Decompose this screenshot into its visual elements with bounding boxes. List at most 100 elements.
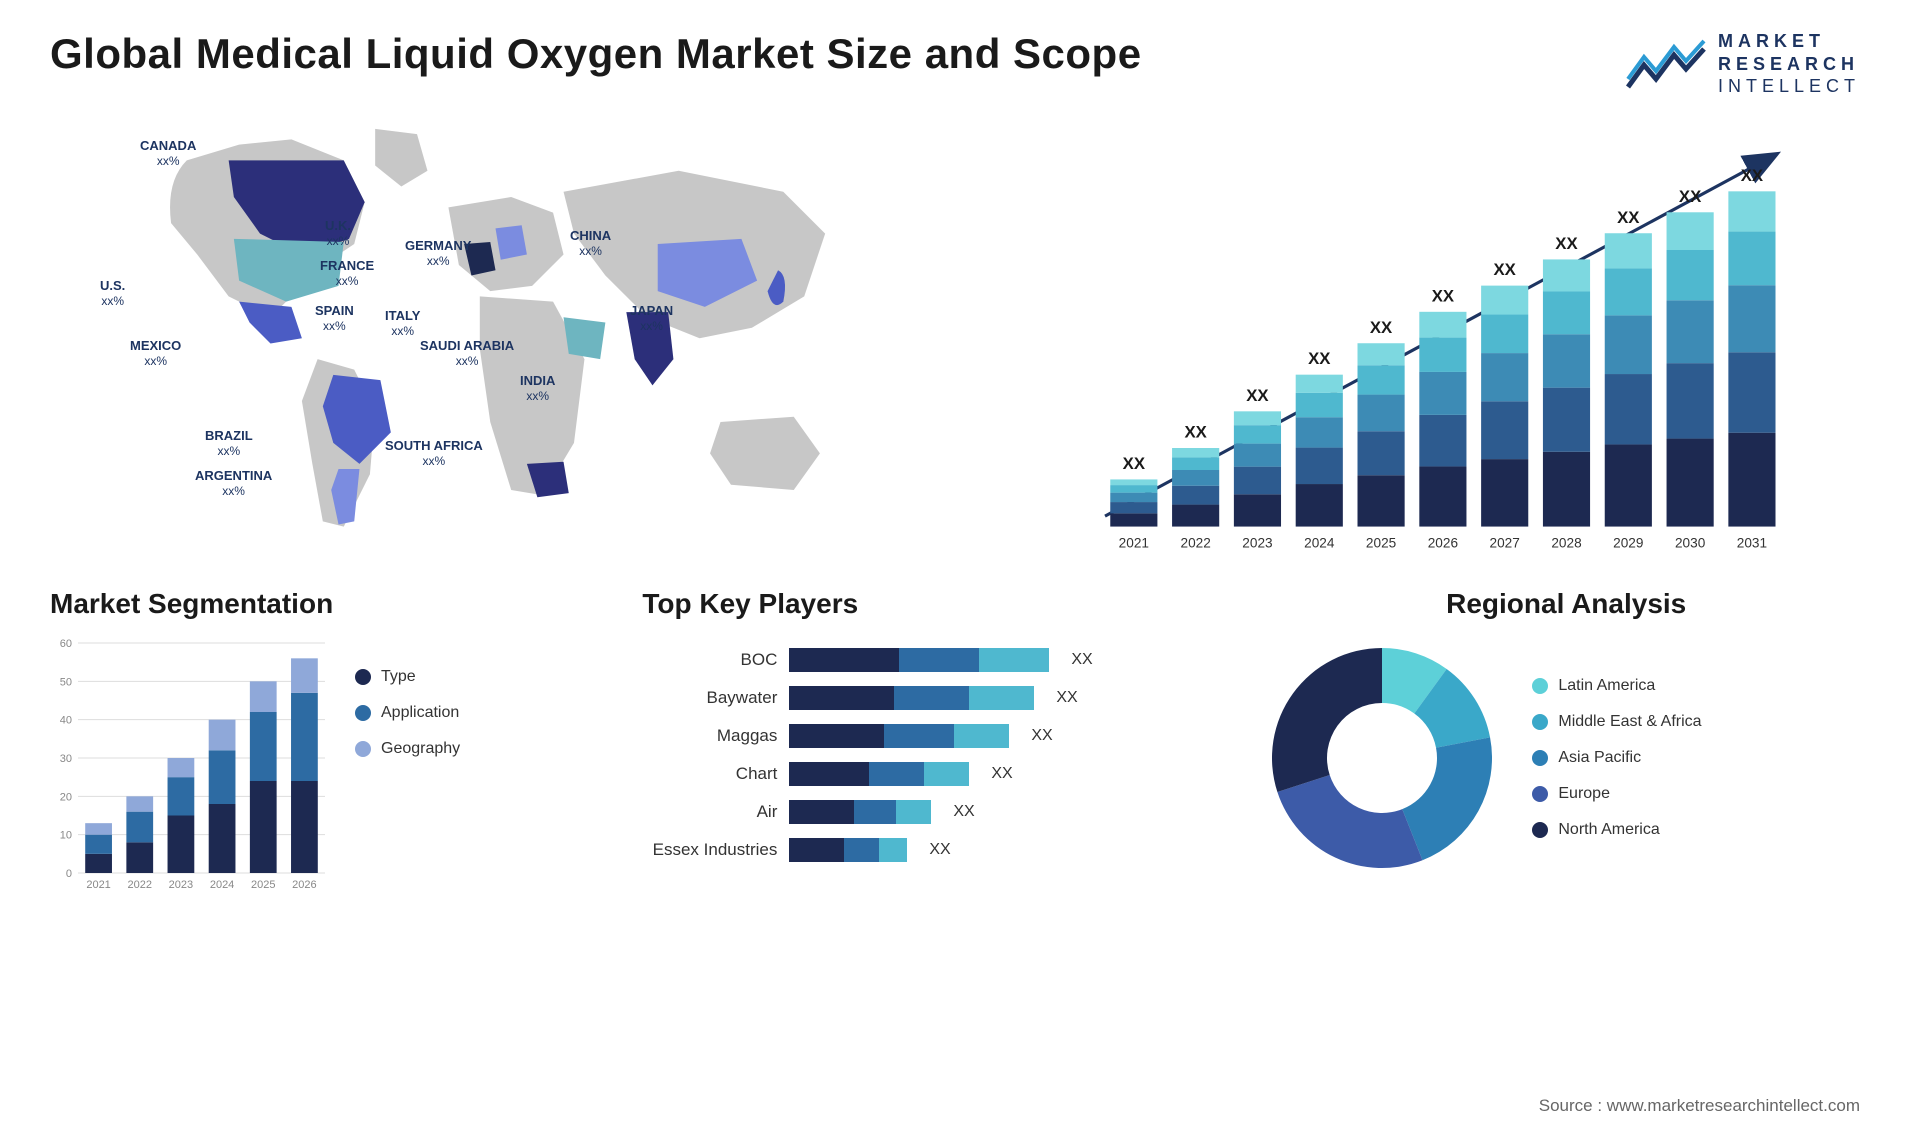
player-label: Essex Industries (642, 840, 777, 860)
svg-text:2023: 2023 (169, 879, 193, 891)
svg-text:20: 20 (60, 791, 72, 803)
svg-text:2030: 2030 (1675, 535, 1706, 550)
svg-text:XX: XX (1370, 317, 1393, 336)
map-saudi (564, 317, 606, 359)
key-players-chart: BOCXXBaywaterXXMaggasXXChartXXAirXXEssex… (642, 638, 1222, 862)
legend-dot (1532, 786, 1548, 802)
svg-text:2021: 2021 (1119, 535, 1149, 550)
segmentation-panel: Market Segmentation 0102030405060 202120… (50, 588, 602, 898)
svg-text:XX: XX (1185, 422, 1208, 441)
legend-dot (1532, 750, 1548, 766)
key-players-panel: Top Key Players BOCXXBaywaterXXMaggasXXC… (642, 588, 1222, 898)
legend-label: Type (381, 668, 416, 686)
svg-text:2022: 2022 (1181, 535, 1211, 550)
player-row-air: Air XX (642, 800, 1222, 824)
player-label: BOC (642, 650, 777, 670)
segmentation-chart: 0102030405060 202120222023202420252026 (50, 638, 330, 898)
svg-text:2026: 2026 (1428, 535, 1458, 550)
legend-label: Application (381, 704, 459, 722)
svg-text:60: 60 (60, 638, 72, 650)
svg-text:XX: XX (1618, 207, 1641, 226)
map-label-china: CHINAxx% (570, 228, 611, 259)
legend-dot (1532, 714, 1548, 730)
player-row-essex-industries: Essex Industries XX (642, 838, 1222, 862)
region-legend-middle-east---africa: Middle East & Africa (1532, 713, 1701, 731)
legend-label: Middle East & Africa (1558, 713, 1701, 731)
svg-text:XX: XX (1309, 349, 1332, 368)
growth-chart-svg: XXXXXXXXXXXXXXXXXXXXXX 20212022202320242… (1011, 118, 1870, 558)
svg-text:2031: 2031 (1737, 535, 1767, 550)
player-value: XX (953, 803, 974, 821)
map-label-spain: SPAINxx% (315, 303, 354, 334)
player-label: Maggas (642, 726, 777, 746)
player-value: XX (1056, 689, 1077, 707)
svg-text:2025: 2025 (251, 879, 275, 891)
legend-item-geography: Geography (355, 740, 460, 758)
logo-text: MARKET RESEARCH INTELLECT (1718, 30, 1860, 98)
legend-dot (355, 705, 371, 721)
svg-text:XX: XX (1494, 260, 1517, 279)
player-row-maggas: MaggasXX (642, 724, 1222, 748)
map-label-saudiarabia: SAUDI ARABIAxx% (420, 338, 514, 369)
svg-text:XX: XX (1556, 233, 1579, 252)
map-label-argentina: ARGENTINAxx% (195, 468, 272, 499)
player-row-chart: ChartXX (642, 762, 1222, 786)
player-bar (789, 724, 1009, 748)
player-bar (789, 762, 969, 786)
player-row-boc: BOC XX (642, 648, 1222, 672)
player-value: XX (1071, 651, 1092, 669)
legend-dot (1532, 822, 1548, 838)
svg-text:2024: 2024 (210, 879, 234, 891)
player-bar (789, 648, 1049, 672)
svg-text:2024: 2024 (1305, 535, 1336, 550)
world-map: CANADAxx%U.S.xx%MEXICOxx%BRAZILxx%ARGENT… (50, 108, 951, 558)
svg-text:XX: XX (1741, 165, 1764, 184)
svg-text:XX: XX (1432, 286, 1455, 305)
svg-text:2028: 2028 (1552, 535, 1582, 550)
region-legend-asia-pacific: Asia Pacific (1532, 749, 1701, 767)
legend-label: Asia Pacific (1558, 749, 1641, 767)
top-row: CANADAxx%U.S.xx%MEXICOxx%BRAZILxx%ARGENT… (0, 108, 1920, 558)
map-label-brazil: BRAZILxx% (205, 428, 253, 459)
segmentation-title: Market Segmentation (50, 588, 602, 620)
player-value: XX (991, 765, 1012, 783)
svg-text:50: 50 (60, 676, 72, 688)
player-row-baywater: BaywaterXX (642, 686, 1222, 710)
svg-text:2026: 2026 (292, 879, 316, 891)
map-label-canada: CANADAxx% (140, 138, 196, 169)
svg-text:XX: XX (1247, 385, 1270, 404)
player-bar (789, 686, 1034, 710)
map-mexico (239, 301, 302, 343)
map-germany (496, 225, 527, 260)
player-bar (789, 838, 907, 862)
map-label-japan: JAPANxx% (630, 303, 673, 334)
svg-text:10: 10 (60, 829, 72, 841)
player-label: Air (642, 802, 777, 822)
legend-dot (355, 741, 371, 757)
segmentation-legend: Type Application Geography (355, 638, 460, 758)
svg-text:2022: 2022 (128, 879, 152, 891)
legend-dot (355, 669, 371, 685)
svg-text:2021: 2021 (86, 879, 110, 891)
svg-text:XX: XX (1679, 186, 1702, 205)
svg-text:2027: 2027 (1490, 535, 1520, 550)
bottom-row: Market Segmentation 0102030405060 202120… (0, 558, 1920, 898)
legend-dot (1532, 678, 1548, 694)
map-label-uk: U.K.xx% (325, 218, 351, 249)
svg-text:2029: 2029 (1614, 535, 1644, 550)
legend-item-type: Type (355, 668, 460, 686)
world-map-svg (50, 108, 951, 558)
regional-panel: Regional Analysis Latin America Middle Ea… (1262, 588, 1870, 898)
svg-text:30: 30 (60, 753, 72, 765)
player-bar (789, 800, 931, 824)
legend-label: Geography (381, 740, 460, 758)
regional-title: Regional Analysis (1262, 588, 1870, 620)
map-label-germany: GERMANYxx% (405, 238, 471, 269)
key-players-title: Top Key Players (642, 588, 1222, 620)
map-label-india: INDIAxx% (520, 373, 555, 404)
legend-item-application: Application (355, 704, 460, 722)
logo-icon (1626, 39, 1706, 89)
player-value: XX (929, 841, 950, 859)
brand-logo: MARKET RESEARCH INTELLECT (1626, 30, 1860, 98)
legend-label: Latin America (1558, 677, 1655, 695)
